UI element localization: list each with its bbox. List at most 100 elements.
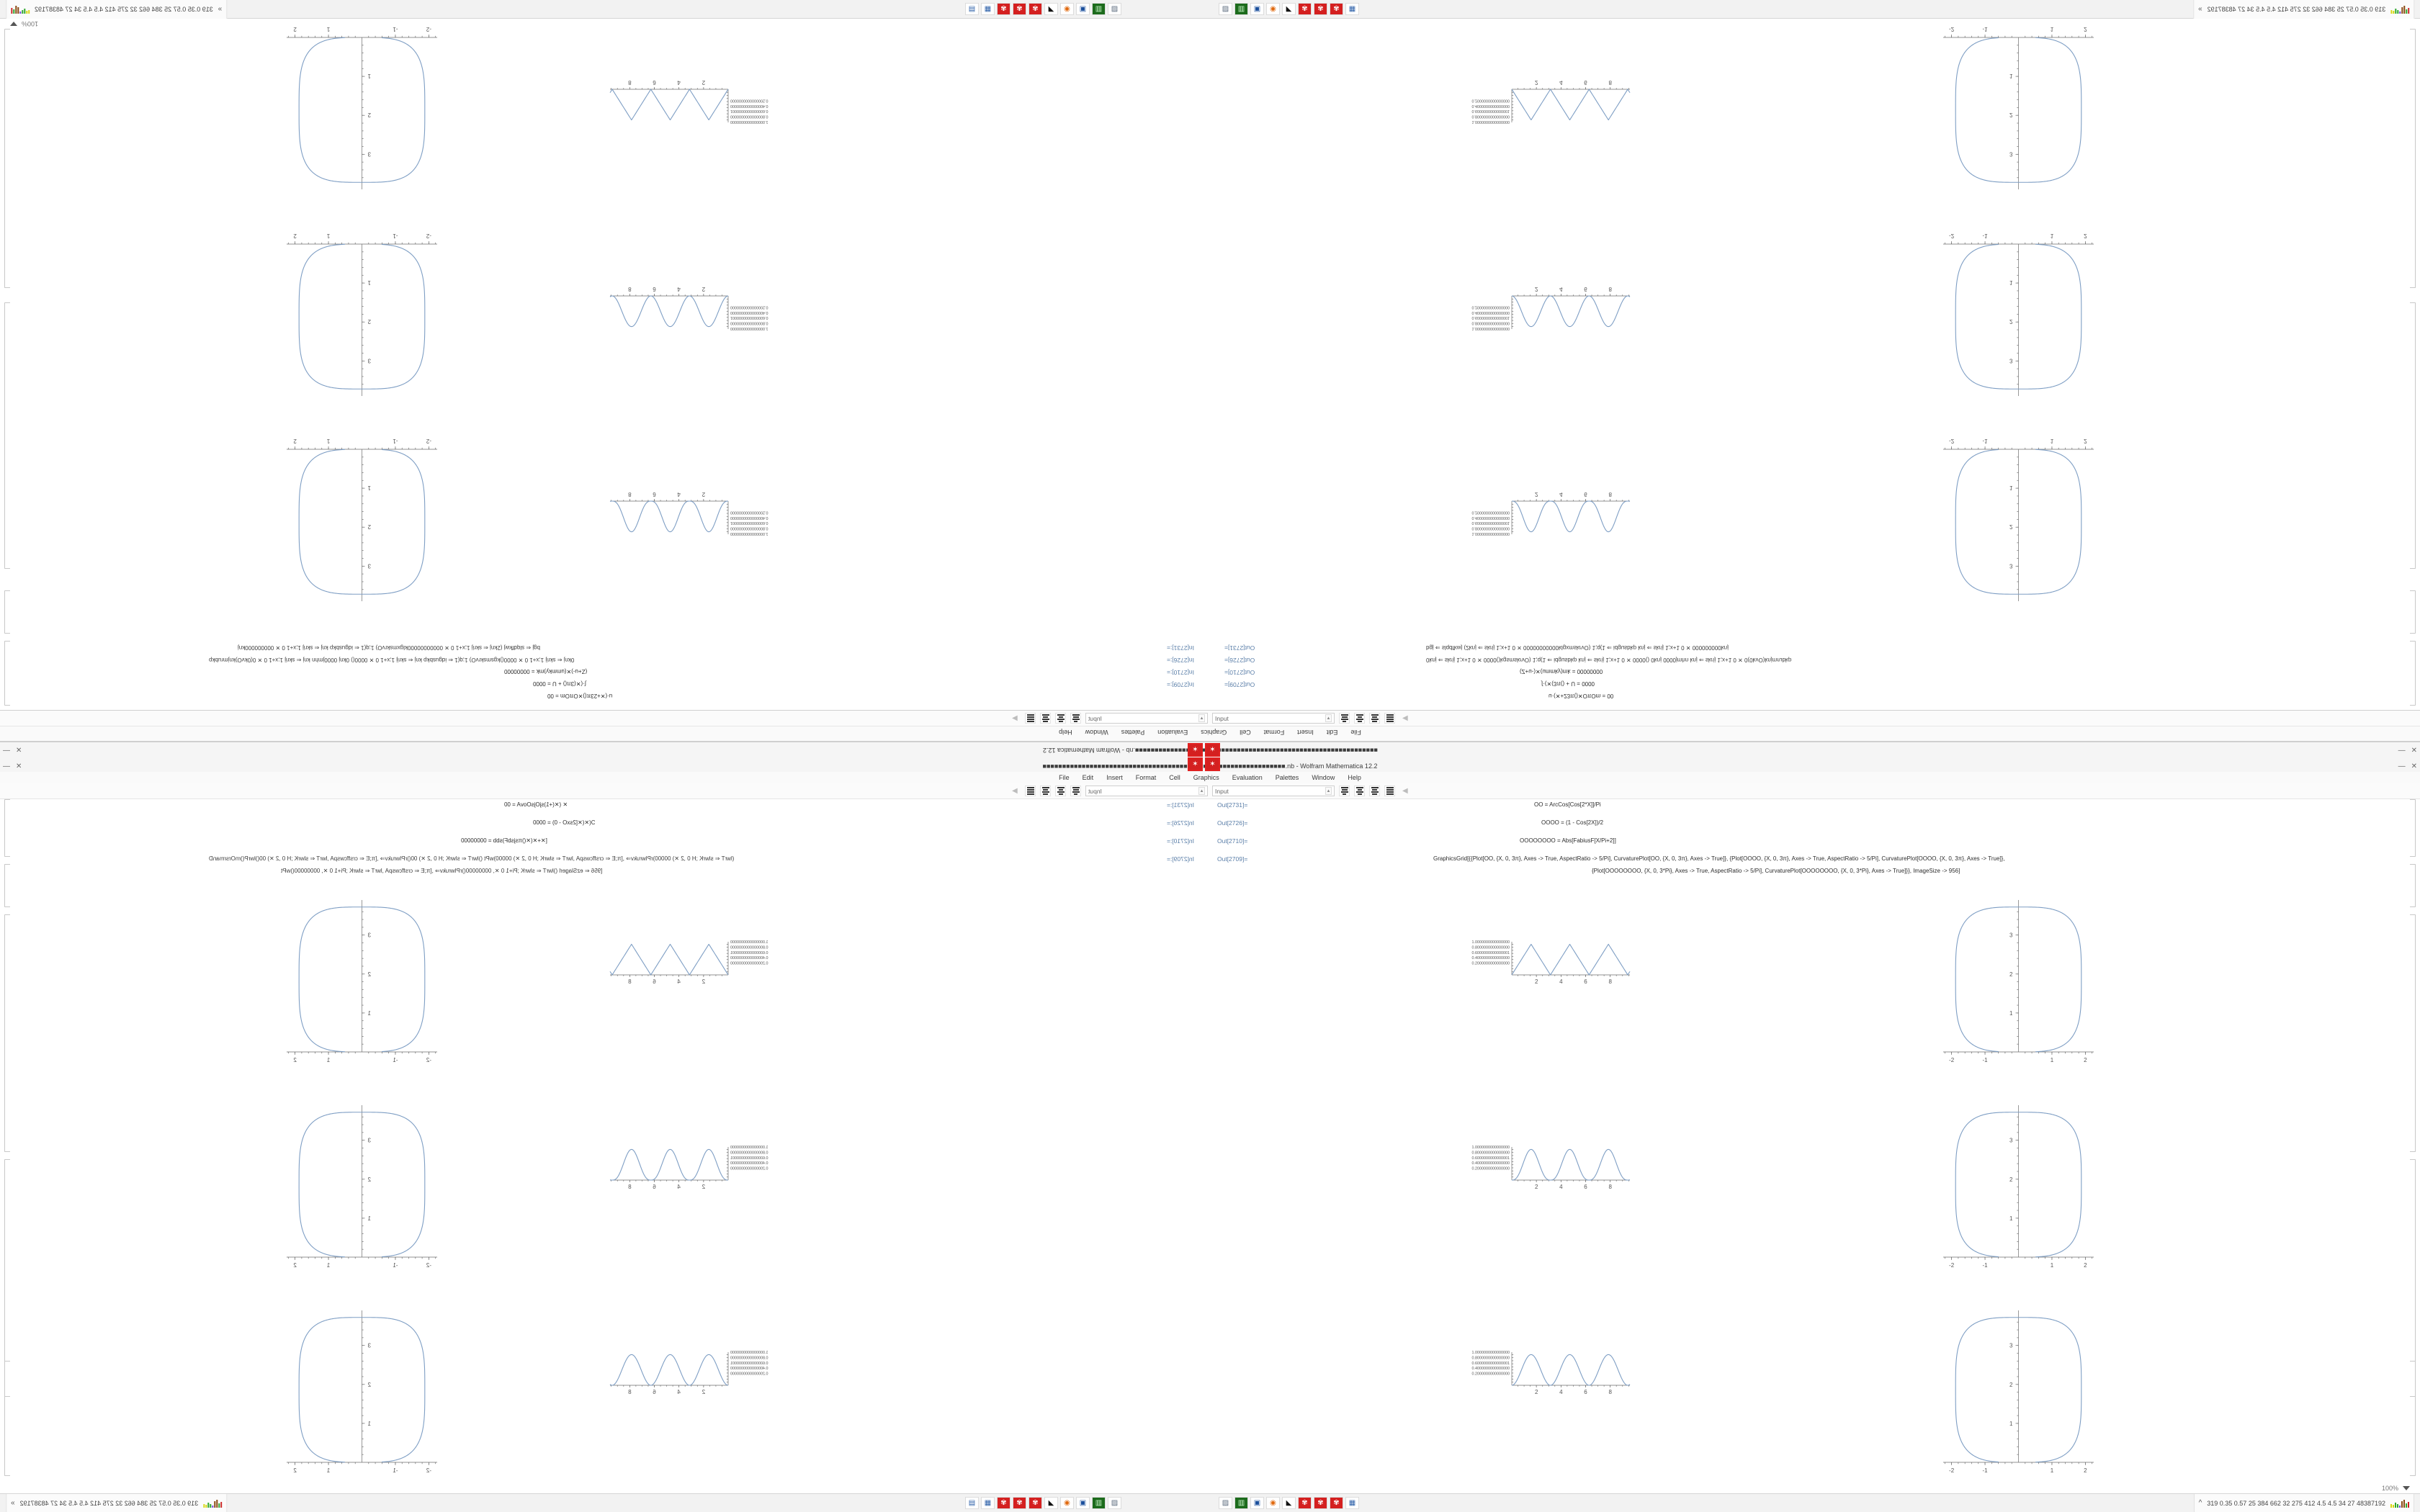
calculator-icon[interactable]: ▦ (1345, 1497, 1359, 1509)
wave-plot-left-1[interactable]: 1.0000000000000000 0.8000000000000000 0.60… (609, 284, 774, 335)
toolbar-next-arrow[interactable]: ◀ (1402, 787, 1408, 795)
cell-bracket-lower-right-3[interactable] (2410, 1159, 2416, 1397)
menu-item-graphics[interactable]: Graphics (1193, 774, 1219, 781)
toolbar-next-arrow[interactable]: ◀ (1402, 714, 1408, 722)
cell-bracket-left-2[interactable] (4, 590, 10, 634)
cell-style-combo-mirrored[interactable]: ▲ Input (1085, 713, 1208, 724)
align-right-button[interactable] (1055, 786, 1066, 796)
window-buttons-right[interactable]: — ✕ (2398, 762, 2417, 770)
settings-gear-icon[interactable]: ✾ (1314, 3, 1327, 15)
align-justify-button[interactable] (1025, 786, 1036, 796)
curvature-plot-bl-0[interactable]: -2 -1 1 2 1 2 3 (281, 893, 450, 1069)
cell-bracket-left-3[interactable] (4, 641, 10, 706)
calculator-icon[interactable]: ▦ (981, 1497, 995, 1509)
floppy-save-icon[interactable]: ▣ (1076, 1497, 1090, 1509)
chevron-up-icon[interactable]: » (218, 5, 223, 13)
cell-bracket-right-0[interactable] (2410, 29, 2416, 288)
wave-plot-right-0[interactable]: 1.0000000000000000 0.8000000000000000 0.60… (1466, 78, 1631, 128)
window-buttons-left[interactable]: ✕ — (3, 747, 22, 755)
tray-right[interactable]: ▨ ▥ ▣ ◉ ◣ ✾ ✾ ✾ ▦ (1216, 1494, 1362, 1512)
menu-item-window[interactable]: Window (1085, 729, 1108, 736)
align-right-button[interactable] (1354, 786, 1365, 796)
cell-bracket-lower-left-0[interactable] (4, 799, 10, 857)
spinner-icon[interactable]: ▲ (1198, 714, 1205, 722)
align-center-button[interactable] (1369, 713, 1380, 724)
curvature-plot-br-0[interactable]: -2 -1 1 2 1 2 3 (1930, 893, 2099, 1069)
settings-gear-icon[interactable]: ✾ (1298, 1497, 1312, 1509)
abort-gear-button[interactable]: ✶ (1205, 743, 1220, 757)
close-icon[interactable]: ✕ (16, 746, 22, 755)
menu-item-insert[interactable]: Insert (1106, 774, 1123, 781)
settings-gear-icon[interactable]: ✾ (1314, 1497, 1327, 1509)
evaluate-gear-button[interactable]: ✶ (1188, 757, 1203, 771)
settings-gear-icon[interactable]: ✾ (1330, 1497, 1343, 1509)
menu-item-palettes[interactable]: Palettes (1121, 729, 1145, 736)
align-left-button[interactable] (1070, 786, 1081, 796)
printer-icon[interactable]: ▨ (1108, 1497, 1121, 1509)
cell-gear-buttons-lower[interactable]: ✶ ✶ (1188, 757, 1220, 771)
spinner-icon[interactable]: ▲ (1325, 787, 1332, 795)
cell-style-combo[interactable]: Input ▲ (1212, 786, 1335, 796)
disk-drive-icon[interactable]: ▥ (1234, 3, 1248, 15)
terminal-icon[interactable]: ▤ (965, 1497, 979, 1509)
calculator-icon[interactable]: ▦ (1345, 3, 1359, 15)
system-monitor[interactable]: ^ 319 0.35 0.57 25 384 662 32 275 412 4.… (2193, 1493, 2414, 1512)
align-left-button[interactable] (1339, 786, 1350, 796)
menu-item-window[interactable]: Window (1312, 774, 1335, 781)
cell-bracket-lower-left-3[interactable] (4, 1159, 10, 1397)
printer-icon[interactable]: ▨ (1219, 3, 1232, 15)
menu-item-evaluation[interactable]: Evaluation (1232, 774, 1263, 781)
cell-bracket-lower-left-4[interactable] (4, 1361, 10, 1476)
curvature-plot-br-1[interactable]: -2 -1 1 2 1 2 3 (1930, 1098, 2099, 1274)
align-justify-button[interactable] (1025, 713, 1036, 724)
align-left-button[interactable] (1339, 713, 1350, 724)
align-center-button[interactable] (1040, 786, 1051, 796)
align-justify-button[interactable] (1384, 786, 1395, 796)
formatting-toolbar-lower[interactable]: ▶ ▲ Input Input ▲ ◀ (0, 783, 2420, 799)
wave-plot-left-2[interactable]: 1.0000000000000000 0.8000000000000000 0.60… (609, 490, 774, 540)
align-right-button[interactable] (1354, 713, 1365, 724)
cell-bracket-left-1[interactable] (4, 302, 10, 569)
toolbar-prev-arrow[interactable]: ▶ (1012, 787, 1018, 795)
curvature-plot-right-0[interactable]: -2 -1 1 2 1 2 3 (1930, 20, 2099, 197)
menu-item-format[interactable]: Format (1135, 774, 1157, 781)
cell-style-combo-mirrored[interactable]: ▲ Input (1085, 786, 1208, 796)
menu-item-format[interactable]: Format (1263, 729, 1285, 736)
menu-item-evaluation[interactable]: Evaluation (1157, 729, 1188, 736)
cell-gear-buttons-upper[interactable]: ✶ ✶ (1188, 743, 1220, 757)
menu-item-insert[interactable]: Insert (1297, 729, 1314, 736)
curvature-plot-right-1[interactable]: -2 -1 1 2 1 2 3 (1930, 227, 2099, 403)
mountain-photo-icon[interactable]: ◣ (1282, 3, 1296, 15)
system-monitor-mirrored[interactable]: 319 0.35 0.57 25 384 662 32 275 412 4.5 … (6, 1493, 228, 1512)
settings-gear-icon[interactable]: ✾ (997, 1497, 1010, 1509)
align-right-button[interactable] (1055, 713, 1066, 724)
firefox-icon[interactable]: ◉ (1266, 1497, 1280, 1509)
tray-right[interactable]: ▨ ▥ ▣ ◉ ◣ ✾ ✾ ✾ ▦ (1216, 0, 1362, 19)
firefox-icon[interactable]: ◉ (1266, 3, 1280, 15)
chevron-up-icon[interactable]: » (11, 1499, 15, 1507)
settings-gear-icon[interactable]: ✾ (997, 3, 1010, 15)
firefox-icon[interactable]: ◉ (1060, 1497, 1074, 1509)
menu-item-edit[interactable]: Edit (1082, 774, 1094, 781)
cell-bracket-lower-right-4[interactable] (2410, 1361, 2416, 1476)
wave-plot-br-2[interactable]: 1.0000000000000000 0.8000000000000000 0.60… (1466, 1346, 1631, 1397)
settings-gear-icon[interactable]: ✾ (1013, 1497, 1026, 1509)
floppy-save-icon[interactable]: ▣ (1250, 1497, 1264, 1509)
align-left-button[interactable] (1070, 713, 1081, 724)
cell-bracket-lower-left-1[interactable] (4, 864, 10, 907)
mountain-photo-icon[interactable]: ◣ (1044, 3, 1058, 15)
zoom-widget-mirrored[interactable]: 100% (10, 20, 38, 27)
floppy-save-icon[interactable]: ▣ (1250, 3, 1264, 15)
printer-icon[interactable]: ▨ (1219, 1497, 1232, 1509)
cell-style-combo[interactable]: Input ▲ (1212, 713, 1335, 724)
spinner-icon[interactable]: ▲ (1325, 714, 1332, 722)
formatting-toolbar-upper[interactable]: ▶ ▲ Input Input ▲ ◀ (0, 711, 2420, 726)
curvature-plot-bl-2[interactable]: -2 -1 1 2 1 2 3 (281, 1303, 450, 1480)
cell-bracket-lower-right-1[interactable] (2410, 864, 2416, 907)
cell-bracket-right-3[interactable] (2410, 641, 2416, 706)
caret-down-icon[interactable] (10, 22, 17, 26)
disk-drive-icon[interactable]: ▥ (1092, 1497, 1106, 1509)
spinner-icon[interactable]: ▲ (1198, 787, 1205, 795)
wave-plot-bl-0[interactable]: 1.0000000000000000 0.8000000000000000 0.60… (609, 936, 774, 986)
cell-bracket-left-0[interactable] (4, 29, 10, 288)
